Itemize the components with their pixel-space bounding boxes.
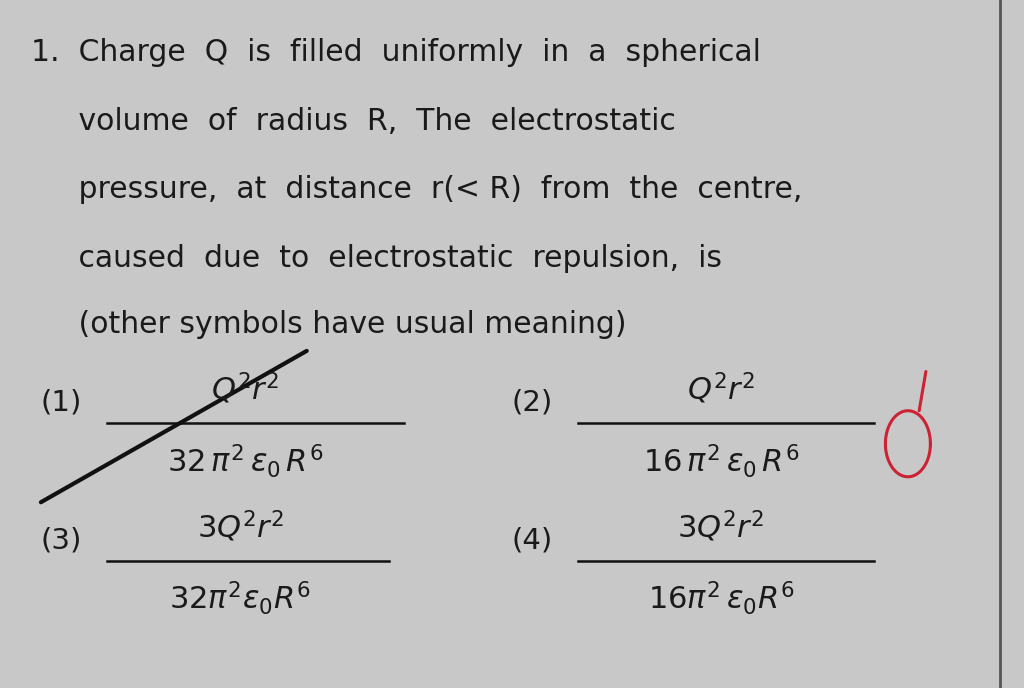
- Text: $16\pi^2 \, \varepsilon_0 R^6$: $16\pi^2 \, \varepsilon_0 R^6$: [647, 580, 794, 617]
- Text: (4): (4): [511, 526, 553, 554]
- Text: $32 \, \pi^2 \, \varepsilon_0 \, R^6$: $32 \, \pi^2 \, \varepsilon_0 \, R^6$: [167, 442, 324, 480]
- Text: $3Q^2r^2$: $3Q^2r^2$: [677, 508, 765, 544]
- Text: caused  due  to  electrostatic  repulsion,  is: caused due to electrostatic repulsion, i…: [31, 244, 722, 273]
- Text: $Q^2r^2$: $Q^2r^2$: [211, 371, 280, 407]
- Text: $3Q^2r^2$: $3Q^2r^2$: [197, 508, 284, 544]
- Text: $32\pi^2\varepsilon_0 R^6$: $32\pi^2\varepsilon_0 R^6$: [170, 580, 311, 617]
- Text: $Q^2r^2$: $Q^2r^2$: [687, 371, 755, 407]
- Text: (1): (1): [41, 389, 82, 416]
- Text: (other symbols have usual meaning): (other symbols have usual meaning): [31, 310, 626, 338]
- Text: (3): (3): [41, 526, 82, 554]
- Text: 1.  Charge  Q  is  filled  uniformly  in  a  spherical: 1. Charge Q is filled uniformly in a sph…: [31, 38, 761, 67]
- Text: pressure,  at  distance  r(< R)  from  the  centre,: pressure, at distance r(< R) from the ce…: [31, 175, 802, 204]
- Text: volume  of  radius  R,  The  electrostatic: volume of radius R, The electrostatic: [31, 107, 676, 136]
- Text: (2): (2): [511, 389, 553, 416]
- Text: $16 \, \pi^2 \, \varepsilon_0 \, R^6$: $16 \, \pi^2 \, \varepsilon_0 \, R^6$: [643, 442, 799, 480]
